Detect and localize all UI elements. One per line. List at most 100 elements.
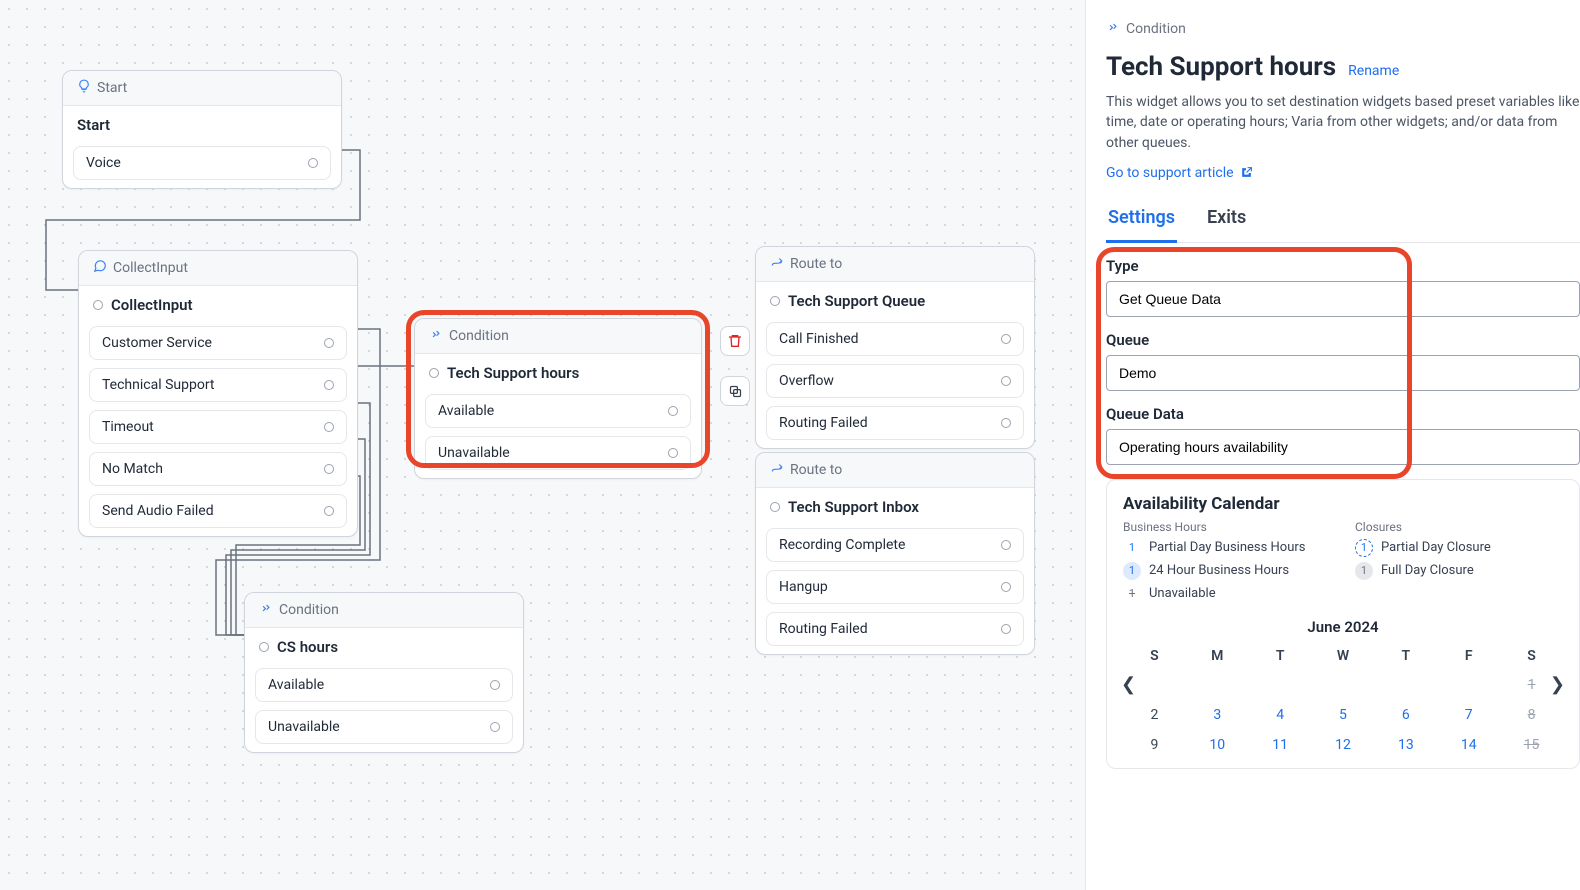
output-port[interactable] [1001,376,1011,386]
type-label: Type [1106,257,1580,275]
calendar-day[interactable]: 14 [1437,730,1500,760]
calendar-day[interactable]: 13 [1374,730,1437,760]
node-header: CollectInput [79,251,357,286]
lightbulb-icon [77,79,91,97]
calendar-dow: S [1123,642,1186,670]
node-title: CS hours [245,628,523,664]
output-port[interactable] [668,448,678,458]
node-title: Tech Support Queue [756,282,1034,318]
calendar-day[interactable]: 11 [1249,730,1312,760]
breadcrumb: Condition [1106,20,1580,38]
option-recording-complete[interactable]: Recording Complete [766,528,1024,562]
condition-icon [429,327,443,345]
route-icon [770,461,784,479]
calendar-day[interactable] [1374,670,1437,700]
calendar-day[interactable]: 5 [1312,700,1375,730]
input-port[interactable] [770,502,780,512]
queue-label: Queue [1106,331,1580,349]
legend-full-closure: 1Full Day Closure [1355,562,1563,580]
calendar-day[interactable] [1186,670,1249,700]
input-port[interactable] [93,300,103,310]
panel-title: Tech Support hours [1106,52,1336,82]
node-route-queue[interactable]: Route to Tech Support Queue Call Finishe… [755,246,1035,449]
calendar-next[interactable]: ❯ [1550,674,1565,695]
calendar-day[interactable]: 3 [1186,700,1249,730]
node-start[interactable]: Start Start Voice [62,70,342,189]
output-port[interactable] [1001,624,1011,634]
queue-select[interactable] [1106,355,1580,391]
legend-unavailable: 1Unavailable [1123,585,1331,603]
input-port[interactable] [429,368,439,378]
option-timeout[interactable]: Timeout [89,410,347,444]
tab-exits[interactable]: Exits [1205,199,1248,242]
option-routing-failed[interactable]: Routing Failed [766,406,1024,440]
node-title: Tech Support hours [415,354,701,390]
node-type-label: Start [97,80,127,96]
output-port[interactable] [1001,582,1011,592]
output-port[interactable] [324,422,334,432]
output-port[interactable] [1001,334,1011,344]
calendar-day[interactable]: 9 [1123,730,1186,760]
option-available[interactable]: Available [425,394,691,428]
panel-description: This widget allows you to set destinatio… [1106,92,1580,153]
tab-settings[interactable]: Settings [1106,199,1177,243]
option-voice[interactable]: Voice [73,146,331,180]
node-condition-tech[interactable]: Condition Tech Support hours Available U… [414,318,702,479]
calendar-day[interactable] [1437,670,1500,700]
queue-data-select[interactable] [1106,429,1580,465]
output-port[interactable] [490,722,500,732]
calendar-day[interactable]: 4 [1249,700,1312,730]
option-routing-failed[interactable]: Routing Failed [766,612,1024,646]
input-port[interactable] [770,296,780,306]
inspector-panel: Condition Tech Support hours Rename This… [1085,0,1580,890]
input-port[interactable] [259,642,269,652]
output-port[interactable] [1001,418,1011,428]
route-icon [770,255,784,273]
calendar-day[interactable] [1249,670,1312,700]
node-type-label: Condition [279,602,339,618]
calendar-day[interactable]: 10 [1186,730,1249,760]
calendar-dow: T [1249,642,1312,670]
option-overflow[interactable]: Overflow [766,364,1024,398]
calendar-day[interactable] [1312,670,1375,700]
output-port[interactable] [1001,540,1011,550]
output-port[interactable] [324,464,334,474]
calendar-day[interactable]: 15 [1500,730,1563,760]
delete-button[interactable] [720,326,750,356]
type-select[interactable] [1106,281,1580,317]
calendar-dow: W [1312,642,1375,670]
rename-link[interactable]: Rename [1348,63,1399,79]
calendar-day[interactable]: 12 [1312,730,1375,760]
option-unavailable[interactable]: Unavailable [255,710,513,744]
calendar-day[interactable]: 8 [1500,700,1563,730]
node-condition-cs[interactable]: Condition CS hours Available Unavailable [244,592,524,753]
output-port[interactable] [308,158,318,168]
output-port[interactable] [324,380,334,390]
calendar-day[interactable]: 2 [1123,700,1186,730]
node-collectinput[interactable]: CollectInput CollectInput Customer Servi… [78,250,358,537]
output-port[interactable] [324,338,334,348]
node-title: Tech Support Inbox [756,488,1034,524]
flow-canvas[interactable]: Start Start Voice CollectInput CollectIn… [0,0,1085,890]
calendar-day[interactable]: 6 [1374,700,1437,730]
calendar-prev[interactable]: ❮ [1121,674,1136,695]
option-hangup[interactable]: Hangup [766,570,1024,604]
output-port[interactable] [668,406,678,416]
trash-icon [727,333,743,349]
node-title: Start [63,106,341,142]
option-unavailable[interactable]: Unavailable [425,436,691,470]
condition-icon [1106,20,1120,38]
output-port[interactable] [324,506,334,516]
option-no-match[interactable]: No Match [89,452,347,486]
output-port[interactable] [490,680,500,690]
option-technical-support[interactable]: Technical Support [89,368,347,402]
node-header: Condition [245,593,523,628]
option-send-audio-failed[interactable]: Send Audio Failed [89,494,347,528]
option-available[interactable]: Available [255,668,513,702]
option-call-finished[interactable]: Call Finished [766,322,1024,356]
option-customer-service[interactable]: Customer Service [89,326,347,360]
copy-button[interactable] [720,376,750,406]
support-link[interactable]: Go to support article [1106,165,1580,181]
node-route-inbox[interactable]: Route to Tech Support Inbox Recording Co… [755,452,1035,655]
calendar-day[interactable]: 7 [1437,700,1500,730]
